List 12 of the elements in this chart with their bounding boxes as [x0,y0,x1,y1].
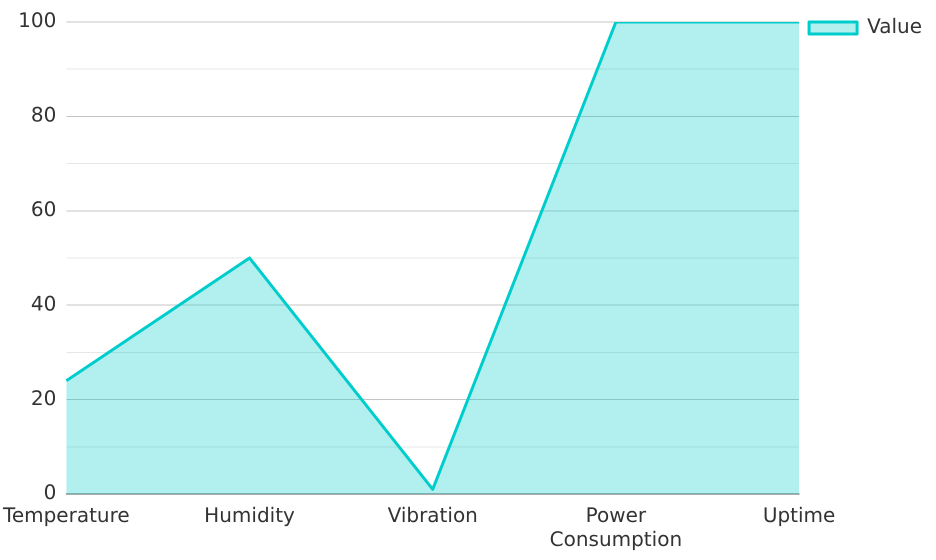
x-tick-label: Uptime [762,503,836,528]
y-tick-label: 80 [30,102,56,127]
y-tick-label: 100 [18,8,56,32]
x-tick-label: Vibration [388,503,478,528]
y-tick-label: 20 [30,386,56,410]
y-tick-label: 60 [30,197,56,222]
x-tick-label: Temperature [2,503,130,528]
x-tick-label: Humidity [204,503,296,528]
y-tick-label: 0 [44,480,56,504]
y-tick-label: 40 [30,291,56,316]
legend-label: Value [867,14,922,38]
x-tick-label: Power Consumption [550,503,682,552]
